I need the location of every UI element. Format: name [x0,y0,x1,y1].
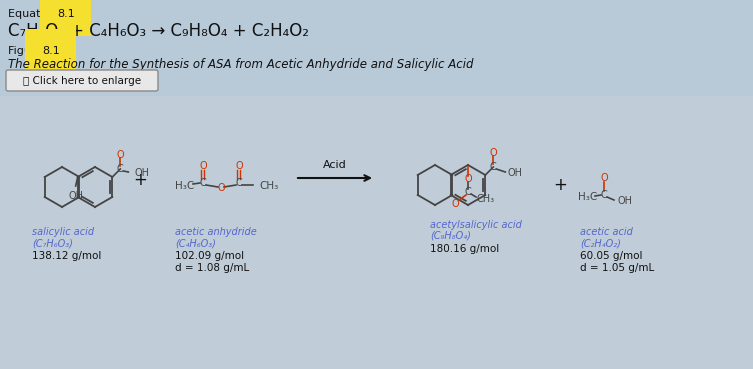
Text: 8.1: 8.1 [42,46,59,56]
Text: C₇H₆O₃ + C₄H₆O₃ → C₉H₈O₄ + C₂H₄O₂: C₇H₆O₃ + C₄H₆O₃ → C₉H₈O₄ + C₂H₄O₂ [8,22,309,40]
Text: acetylsalicylic acid: acetylsalicylic acid [430,220,522,230]
Text: 138.12 g/mol: 138.12 g/mol [32,251,102,261]
Text: C: C [117,164,123,174]
Text: Acid: Acid [323,160,347,170]
Text: 180.16 g/mol: 180.16 g/mol [430,244,499,254]
Text: O: O [117,150,124,160]
Text: (C₂H₄O₂): (C₂H₄O₂) [580,238,621,248]
Text: +: + [133,171,147,189]
Text: C: C [601,190,608,200]
Text: OH: OH [69,191,83,201]
Text: The Reaction for the Synthesis of ASA from Acetic Anhydride and Salicylic Acid: The Reaction for the Synthesis of ASA fr… [8,58,474,71]
Text: O: O [200,161,207,171]
Text: 60.05 g/mol: 60.05 g/mol [580,251,642,261]
Text: OH: OH [508,168,523,178]
Text: H₃C: H₃C [578,192,597,202]
Text: C: C [236,178,242,188]
Text: (C₉H₈O₄): (C₉H₈O₄) [430,231,471,241]
Bar [0,96,753,369]
Text: O: O [235,161,242,171]
Text: +: + [553,176,567,194]
Text: H₃C: H₃C [175,181,194,191]
Text: d = 1.05 g/mL: d = 1.05 g/mL [580,263,654,273]
Text: 102.09 g/mol: 102.09 g/mol [175,251,244,261]
Text: Figure: Figure [8,46,46,56]
Text: 8.1: 8.1 [57,9,75,19]
Text: CH₃: CH₃ [259,181,279,191]
Text: CH₃: CH₃ [477,194,495,204]
Text: OH: OH [134,168,149,178]
Text: O: O [489,148,497,158]
FancyBboxPatch shape [6,70,158,91]
Text: O: O [451,199,459,209]
Text: (C₇H₆O₃): (C₇H₆O₃) [32,238,73,248]
Text: Equation: Equation [8,9,61,19]
Text: acetic anhydride: acetic anhydride [175,227,257,237]
Text: O: O [600,173,608,183]
Text: C: C [490,162,497,172]
Text: OH: OH [618,196,633,206]
Text: O: O [217,183,225,193]
Text: d = 1.08 g/mL: d = 1.08 g/mL [175,263,249,273]
Text: C: C [465,187,471,197]
Text: O: O [464,174,472,184]
Text: (C₄H₆O₃): (C₄H₆O₃) [175,238,216,248]
Text: acetic acid: acetic acid [580,227,633,237]
Text: salicylic acid: salicylic acid [32,227,94,237]
Text: C: C [200,178,206,188]
Text: ⤢ Click here to enlarge: ⤢ Click here to enlarge [23,76,141,86]
